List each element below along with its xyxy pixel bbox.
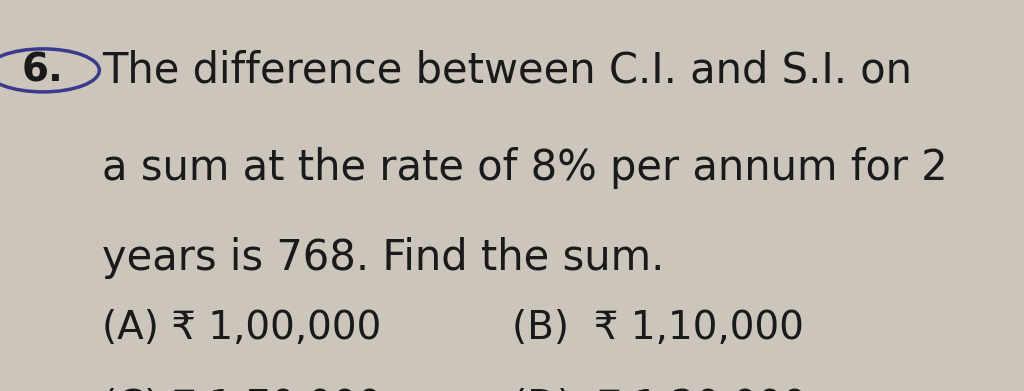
Text: a sum at the rate of 8% per annum for 2: a sum at the rate of 8% per annum for 2 (102, 147, 948, 189)
Text: The difference between C.I. and S.I. on: The difference between C.I. and S.I. on (102, 49, 912, 91)
Text: (B)  ₹ 1,10,000: (B) ₹ 1,10,000 (512, 309, 804, 348)
Text: (A) ₹ 1,00,000: (A) ₹ 1,00,000 (102, 309, 382, 348)
Text: years is 768. Find the sum.: years is 768. Find the sum. (102, 237, 665, 279)
Text: (D)  ₹ 1,20,000: (D) ₹ 1,20,000 (512, 387, 807, 391)
Text: 6.: 6. (23, 51, 63, 90)
Text: (C) ₹ 1,70,000: (C) ₹ 1,70,000 (102, 387, 382, 391)
